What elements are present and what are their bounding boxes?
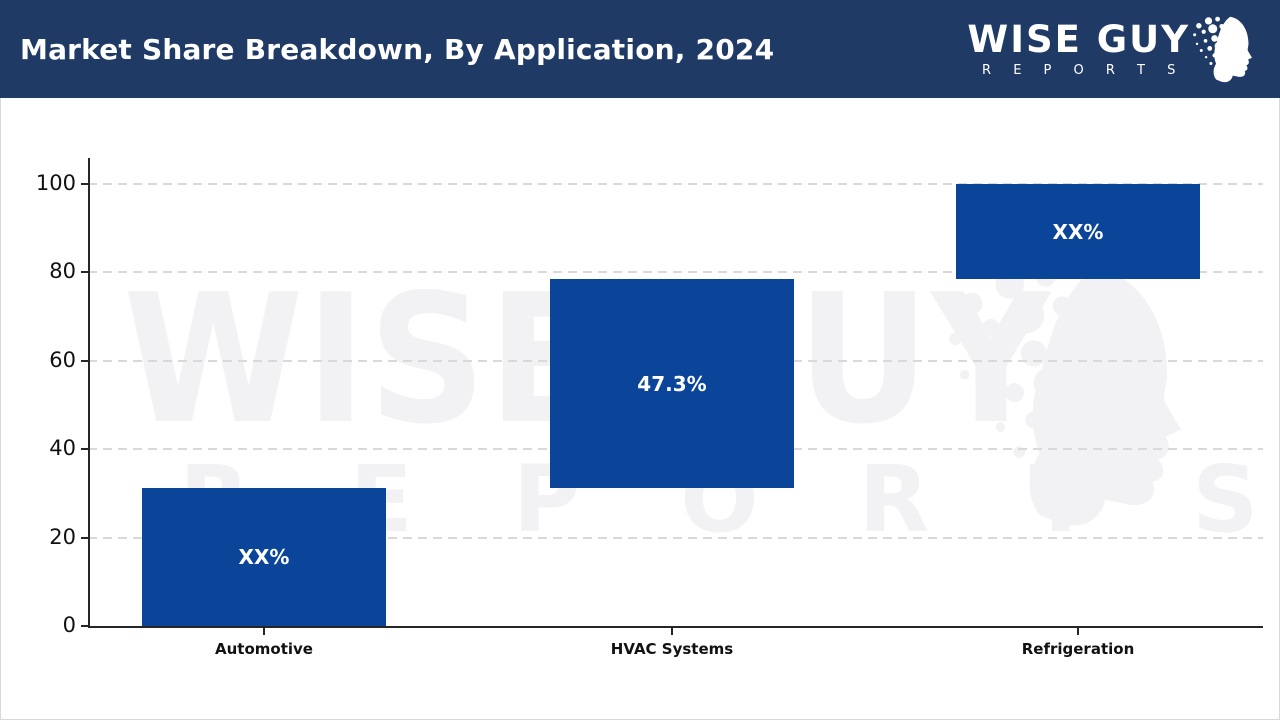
gridline-y-20 bbox=[88, 536, 1263, 539]
gridline-y-80 bbox=[88, 271, 1263, 274]
x-axis-line bbox=[88, 626, 1263, 628]
watermark-head-icon bbox=[949, 267, 1181, 526]
logo-head-icon bbox=[1193, 16, 1252, 83]
x-tick-mark bbox=[263, 628, 265, 635]
wise-guy-reports-logo: WISE GUY R E P O R T S bbox=[967, 8, 1252, 90]
y-tick-label: 40 bbox=[49, 436, 76, 461]
bar-value-label: 47.3% bbox=[637, 371, 707, 396]
x-tick-label: Refrigeration bbox=[1021, 640, 1135, 658]
gridline-y-100 bbox=[88, 183, 1263, 185]
bar-value-label: XX% bbox=[1052, 219, 1104, 244]
header-bar: Market Share Breakdown, By Application, … bbox=[0, 0, 1280, 98]
y-tick-mark bbox=[81, 271, 88, 274]
x-tick-mark bbox=[671, 628, 673, 635]
y-tick-mark bbox=[81, 448, 88, 451]
y-tick-label: 20 bbox=[49, 524, 76, 549]
y-axis-line bbox=[88, 158, 90, 628]
y-tick-label: 80 bbox=[49, 259, 76, 284]
page-title: Market Share Breakdown, By Application, … bbox=[20, 32, 775, 66]
bar-refrigeration: XX% bbox=[956, 184, 1200, 280]
chart-card: WISE GUY R E P O R T S 0 20 40 60 80 100 XX% Au… bbox=[0, 98, 1280, 720]
y-tick-mark bbox=[81, 183, 88, 185]
y-tick-mark bbox=[81, 536, 88, 539]
bar-value-label: XX% bbox=[238, 545, 290, 570]
y-tick-label: 100 bbox=[35, 171, 76, 195]
logo-wordmark: WISE GUY bbox=[967, 18, 1190, 61]
x-tick-label: HVAC Systems bbox=[610, 640, 734, 658]
bar-hvac-systems: 47.3% bbox=[550, 279, 794, 489]
bar-automotive: XX% bbox=[142, 488, 386, 626]
y-tick-mark bbox=[81, 359, 88, 362]
logo-text: WISE GUY R E P O R T S bbox=[967, 21, 1190, 77]
x-tick-mark bbox=[1077, 628, 1079, 635]
y-tick-label: 0 bbox=[62, 613, 76, 637]
y-tick-label: 60 bbox=[49, 347, 76, 372]
logo-subtitle: R E P O R T S bbox=[982, 63, 1185, 78]
y-tick-mark bbox=[81, 625, 88, 627]
x-tick-label: Automotive bbox=[215, 640, 313, 658]
